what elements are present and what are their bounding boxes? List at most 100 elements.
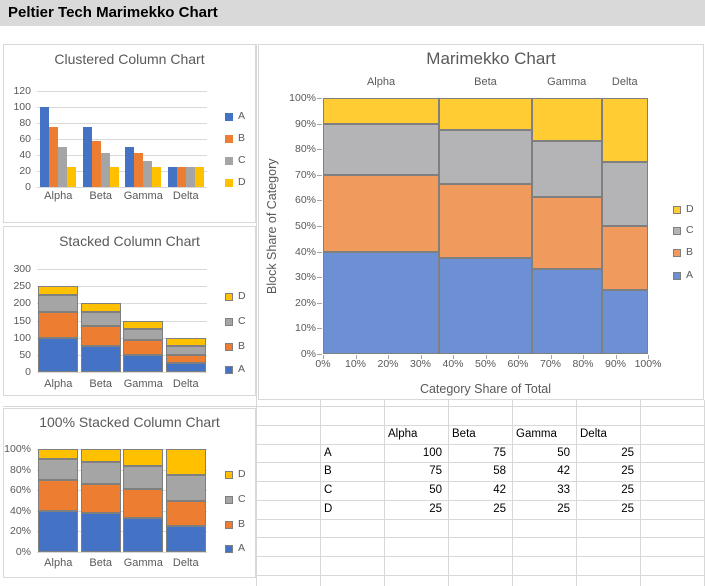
bar-segment <box>38 294 79 312</box>
table-cell[interactable]: 42 <box>557 465 570 477</box>
bar-segment <box>38 510 79 552</box>
legend-label: D <box>238 176 246 188</box>
table-cell[interactable]: 25 <box>429 503 442 515</box>
mekko-block <box>323 98 440 124</box>
y-axis-tick-label: 100 <box>13 101 31 113</box>
table-cell[interactable]: 25 <box>621 447 634 459</box>
x-axis-category-label: Delta <box>172 557 199 569</box>
y-axis-tick-label: 20% <box>294 296 316 309</box>
legend-label: B <box>238 132 246 144</box>
y-axis-tick-mark <box>317 302 322 304</box>
table-header-cell[interactable]: Alpha <box>388 428 418 440</box>
table-row-label[interactable]: B <box>324 465 332 477</box>
y-gridline <box>37 155 207 156</box>
sheet-gridline-h <box>256 575 704 576</box>
legend-swatch-A <box>673 272 681 280</box>
bar-segment <box>123 354 164 372</box>
y-axis-tick-label: 300 <box>13 263 31 275</box>
legend-label: D <box>686 203 694 215</box>
table-cell[interactable]: 75 <box>493 447 506 459</box>
mekko-category-label: Delta <box>611 76 638 88</box>
bar-segment <box>123 488 164 518</box>
mekko-block <box>439 183 532 258</box>
legend-label: C <box>686 224 694 236</box>
table-row-label[interactable]: D <box>324 503 333 515</box>
mekko-block <box>531 140 602 197</box>
table-cell[interactable]: 25 <box>621 465 634 477</box>
x-axis-tick-label: 80% <box>572 358 594 370</box>
sheet-gridline-h <box>256 519 704 520</box>
y-gridline <box>37 107 207 108</box>
table-cell[interactable]: 50 <box>429 484 442 496</box>
legend-swatch-D <box>225 471 233 479</box>
table-cell[interactable]: 42 <box>493 484 506 496</box>
legend-label: C <box>238 493 246 505</box>
y-gridline <box>37 91 207 92</box>
table-cell[interactable]: 58 <box>493 465 506 477</box>
y-gridline <box>37 187 207 188</box>
stacked-column-chart[interactable]: Stacked Column Chart 0 50 100 150 200 250 300 Al… <box>3 226 256 396</box>
table-cell[interactable]: 33 <box>557 484 570 496</box>
table-header-cell[interactable]: Beta <box>452 428 476 440</box>
legend-swatch-B <box>225 521 233 529</box>
table-cell[interactable]: 75 <box>429 465 442 477</box>
column-bar <box>109 167 119 187</box>
x-axis-tick-mark <box>388 355 389 359</box>
x-axis-tick-mark <box>518 355 519 359</box>
y-axis-tick-label: 120 <box>13 85 31 97</box>
x-axis-tick-label: 30% <box>409 358 431 370</box>
x-axis-category-label: Gamma <box>123 557 163 569</box>
x-axis-tick-mark <box>323 355 324 359</box>
table-row-label[interactable]: C <box>324 484 333 496</box>
bar-segment <box>165 354 206 364</box>
bar-segment <box>123 329 164 341</box>
table-cell[interactable]: 50 <box>557 447 570 459</box>
sheet-gridline-h <box>256 556 704 557</box>
mekko-block <box>531 268 602 354</box>
table-cell[interactable]: 25 <box>493 503 506 515</box>
y-axis-tick-label: 0% <box>300 348 316 360</box>
table-row-label[interactable]: A <box>324 447 332 459</box>
column-bar <box>100 153 110 187</box>
y-axis-tick-label: 60% <box>294 194 316 207</box>
y-gridline <box>37 372 207 373</box>
y-axis-tick-mark <box>317 200 322 202</box>
table-header-cell[interactable]: Delta <box>580 428 607 440</box>
legend-swatch-B <box>225 135 233 143</box>
column-bar <box>152 167 162 187</box>
y-axis-tick-label: 50% <box>294 220 316 232</box>
y-gridline <box>37 354 207 356</box>
y-gridline <box>37 320 207 322</box>
clustered-column-chart[interactable]: Clustered Column Chart 0 20 40 60 80 100 120 Alp… <box>3 44 256 223</box>
x-axis-tick-label: 40% <box>442 358 464 370</box>
x-axis-tick-mark <box>453 355 454 359</box>
table-cell[interactable]: 25 <box>557 503 570 515</box>
table-cell[interactable]: 25 <box>621 484 634 496</box>
marimekko-chart[interactable]: Marimekko Chart 0% 10% 20% 30% 40% 50% 60% 70% 80… <box>258 44 704 400</box>
x-axis-tick-label: 10% <box>344 358 366 370</box>
bar-segment <box>80 326 121 347</box>
legend-label: C <box>238 154 246 166</box>
table-cell[interactable]: 100 <box>422 447 442 459</box>
column-bar <box>40 107 50 187</box>
y-axis-tick-mark <box>317 251 322 253</box>
stacked-100-column-chart[interactable]: 100% Stacked Column Chart 0% 20% 40% 60% 80% 1… <box>3 408 256 578</box>
x-axis-tick-label: 50% <box>474 358 496 370</box>
chart-title: Clustered Column Chart <box>54 51 205 67</box>
legend-label: D <box>238 468 246 480</box>
table-header-cell[interactable]: Gamma <box>516 428 557 440</box>
y-axis-tick-mark <box>317 123 322 125</box>
mekko-block <box>323 174 440 252</box>
column-bar <box>67 167 77 187</box>
sheet-gridline-h <box>256 462 704 463</box>
x-axis-category-label: Beta <box>89 190 113 202</box>
y-axis-tick-label: 100 <box>13 331 31 344</box>
table-cell[interactable]: 25 <box>621 503 634 515</box>
y-gridline <box>37 303 207 305</box>
x-axis-category-label: Alpha <box>44 378 73 390</box>
y-axis-tick-label: 40 <box>19 149 31 161</box>
bar-segment <box>80 483 121 514</box>
x-axis-category-label: Alpha <box>44 557 73 569</box>
